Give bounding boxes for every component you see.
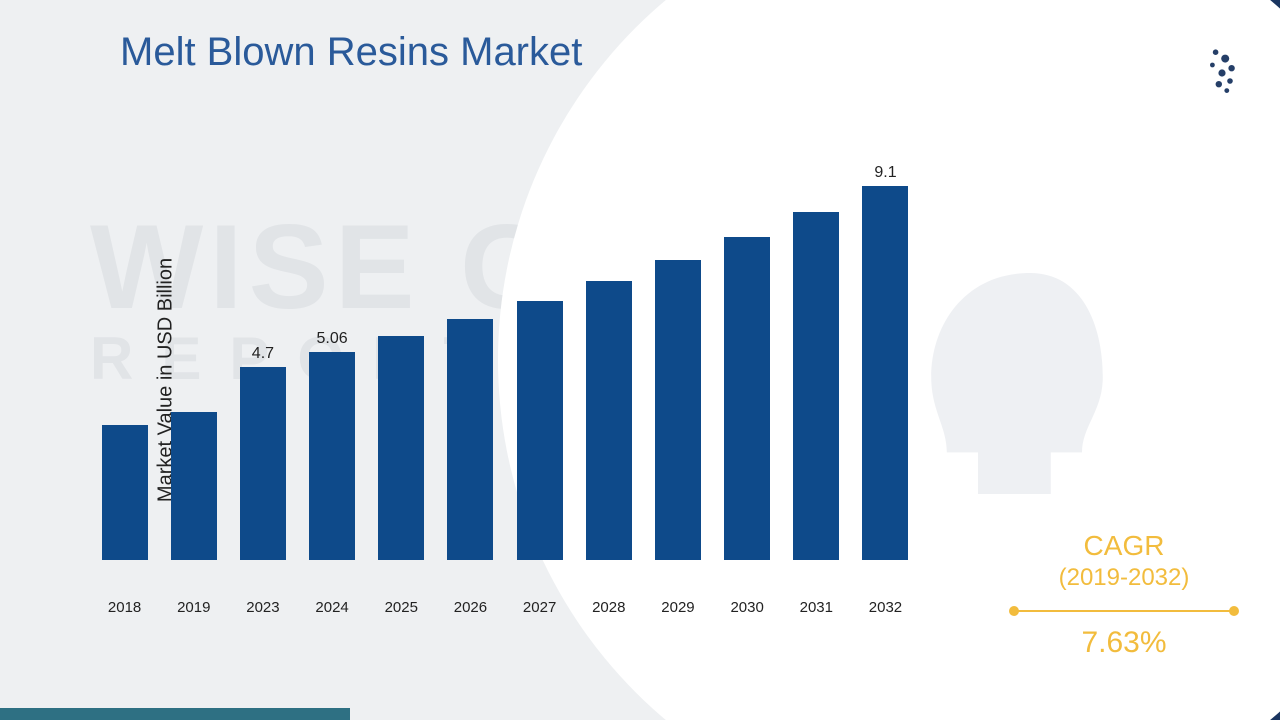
bar-slot [574,170,643,560]
chart-title: Melt Blown Resins Market [120,30,582,75]
x-tick-label: 2031 [782,599,851,616]
x-tick-label: 2018 [90,599,159,616]
x-tick-label: 2024 [298,599,367,616]
bar-slot [159,170,228,560]
bottom-accent-bar [0,708,350,720]
bar-slot [90,170,159,560]
bar-slot [505,170,574,560]
bar [862,186,908,560]
bar [793,212,839,560]
cagr-range: (2019-2032) [1014,564,1234,592]
bar [586,281,632,560]
cagr-title: CAGR [1014,530,1234,562]
bar-value-label: 4.7 [252,345,274,363]
bar-slot: 4.7 [228,170,297,560]
brand-logo: WISE GUY R E P O R T S [1033,22,1240,77]
bar-slot: 9.1 [851,170,920,560]
cagr-box: CAGR (2019-2032) 7.63% [1014,530,1234,660]
x-tick-label: 2030 [713,599,782,616]
bar-value-label: 9.1 [874,164,896,182]
x-axis: 2018201920232024202520262027202820292030… [90,599,920,616]
cagr-divider [1014,610,1234,612]
chart-area: Market Value in USD Billion 4.75.069.1 2… [60,170,920,590]
bar [102,425,148,560]
bar-slot: 5.06 [298,170,367,560]
bar [171,412,217,560]
head-icon [1166,40,1246,130]
bar-slot [436,170,505,560]
bar-value-label: 5.06 [317,330,348,348]
bar [724,237,770,560]
bar-slot [782,170,851,560]
bar [240,367,286,560]
x-tick-label: 2029 [643,599,712,616]
bars-container: 4.7 5.06 9.1 [90,170,920,560]
bar [517,301,563,560]
x-tick-label: 2026 [436,599,505,616]
bar-slot [713,170,782,560]
plot-region: 4.7 5.06 9.1 [90,170,920,560]
bar [655,260,701,560]
bar-slot [367,170,436,560]
bar-slot [643,170,712,560]
x-tick-label: 2027 [505,599,574,616]
cagr-value: 7.63% [1014,626,1234,660]
x-tick-label: 2019 [159,599,228,616]
x-tick-label: 2028 [574,599,643,616]
x-tick-label: 2025 [367,599,436,616]
x-tick-label: 2032 [851,599,920,616]
page-root: WISE GUYREPORTS Melt Blown Resins Market… [0,0,1280,720]
bar [309,352,355,560]
bar [378,336,424,560]
bar [447,319,493,560]
x-tick-label: 2023 [228,599,297,616]
